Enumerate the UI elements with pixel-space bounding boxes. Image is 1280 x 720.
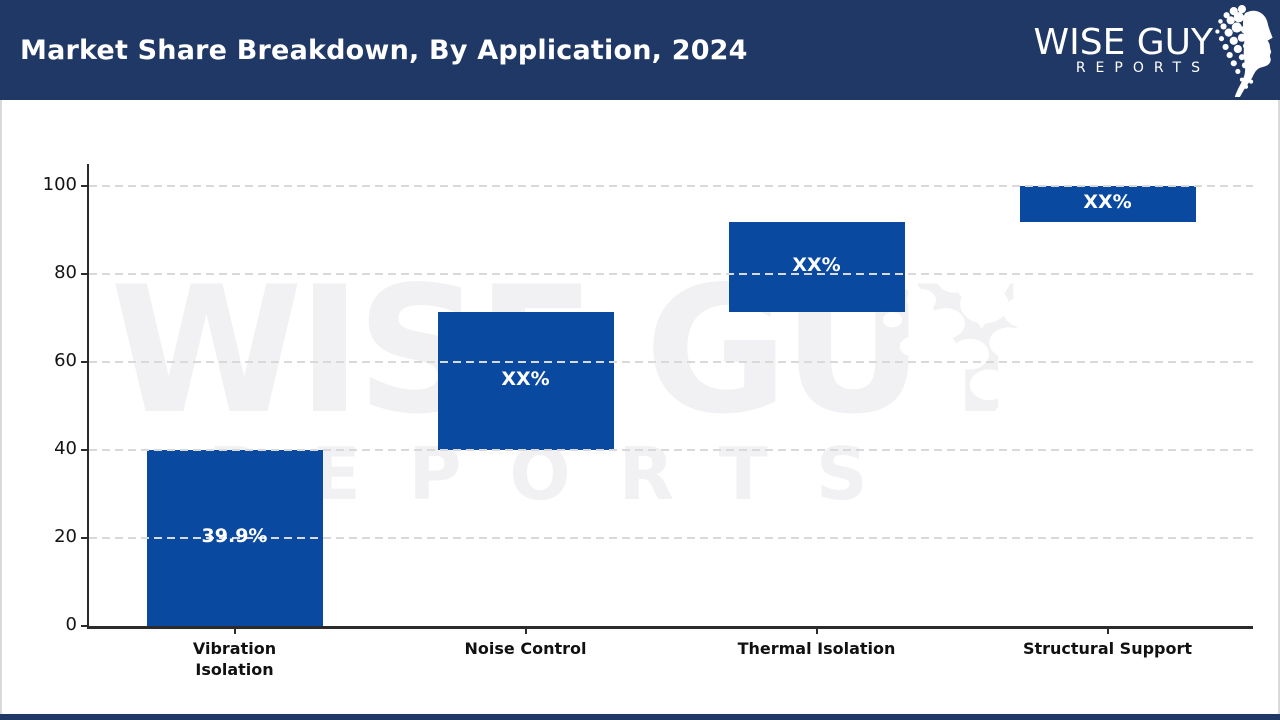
y-tick-label: 80 [54,262,77,283]
wise-guy-reports-logo: WISE GUY REPORTS [1034,0,1280,100]
bar-value-label: 39.9% [201,525,268,548]
y-tick [81,449,89,451]
grid-line [89,449,1253,451]
x-tick [524,626,527,634]
y-axis-line [87,164,89,629]
header-banner: Market Share Breakdown, By Application, … [0,0,1280,100]
x-tick [815,626,818,634]
y-tick [81,185,89,187]
x-tick [1106,626,1109,634]
bar-value-label: XX% [1083,190,1132,213]
y-tick-label: 40 [54,438,77,459]
x-tick [233,626,236,634]
dot-head-icon [1215,5,1273,97]
page-title: Market Share Breakdown, By Application, … [20,34,748,66]
left-border [0,100,2,714]
waterfall-bar [1019,186,1196,222]
category-label: Vibration Isolation [192,639,277,679]
grid-line [89,273,1253,275]
bar-value-label: XX% [501,368,550,391]
bar-value-label: XX% [792,253,841,276]
y-tick [81,537,89,539]
y-tick-label: 60 [54,350,77,371]
grid-line [89,361,1253,363]
right-border [1278,100,1280,714]
y-tick-label: 0 [65,614,77,635]
x-axis-line [87,626,1253,629]
waterfall-bar [728,221,905,313]
y-tick-label: 20 [54,526,77,547]
grid-line [89,537,1253,539]
category-label: Structural Support [1022,639,1193,658]
category-label: Thermal Isolation [737,639,896,658]
footer-bar [0,714,1280,720]
y-tick [81,273,89,275]
grid-line [89,185,1253,187]
logo-wordmark: WISE GUY [1033,22,1214,63]
y-tick-label: 100 [42,174,77,195]
y-tick [81,625,89,627]
y-tick [81,361,89,363]
logo-reports-label: REPORTS [1075,60,1210,76]
waterfall-bar [437,312,614,451]
watermark-head-icon [882,220,1154,565]
category-label: Noise Control [464,639,587,658]
